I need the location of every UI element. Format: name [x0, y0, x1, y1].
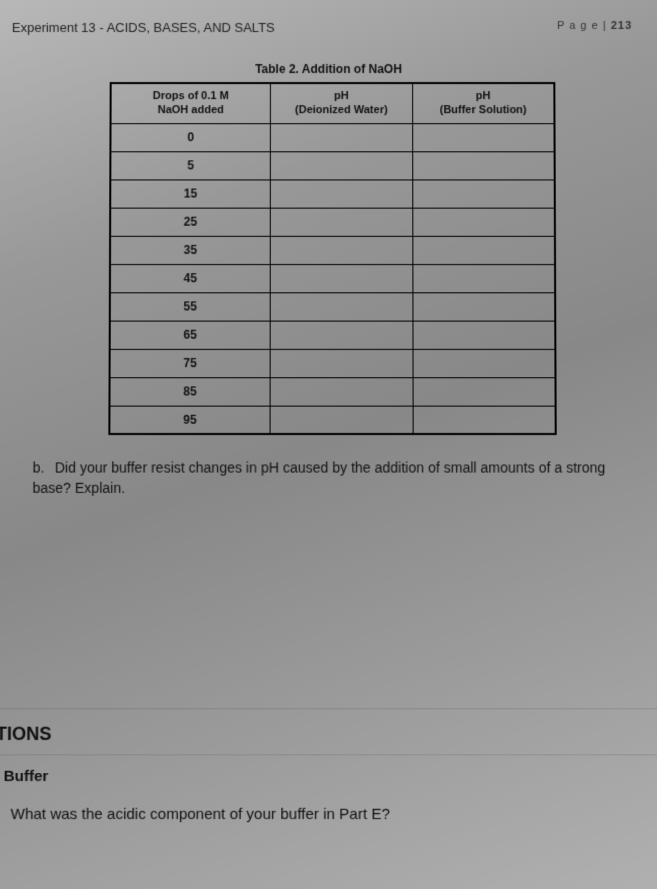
col1-line1: Drops of 0.1 M: [153, 90, 229, 102]
col2-line2: (Deionized Water): [295, 104, 388, 116]
cell-drops: 55: [110, 292, 270, 320]
cell-buf: [413, 349, 556, 377]
cell-buf: [413, 292, 556, 320]
cell-buf: [413, 406, 556, 434]
cell-buf: [412, 151, 554, 179]
table-body: 0 5 15 25 35 45 55 65 75 85 95: [109, 123, 555, 434]
page-label: P a g e |: [557, 20, 611, 32]
cell-drops: 65: [110, 321, 270, 349]
cell-buf: [413, 236, 555, 264]
section-heading: TIONS: [0, 724, 52, 746]
cell-drops: 45: [110, 264, 270, 292]
cell-di: [270, 349, 413, 377]
table-row: 75: [110, 349, 556, 377]
table-row: 35: [110, 236, 555, 264]
cell-drops: 25: [110, 208, 270, 236]
table-row: 0: [110, 123, 554, 151]
cell-di: [270, 208, 412, 236]
cell-di: [270, 321, 413, 349]
col-header-buffer: pH (Buffer Solution): [412, 83, 554, 123]
cell-drops: 75: [110, 349, 271, 377]
table-row: 95: [109, 406, 555, 434]
cell-di: [270, 377, 413, 405]
cell-di: [270, 236, 412, 264]
page-num-value: 213: [611, 20, 632, 32]
cell-di: [270, 406, 413, 434]
cell-drops: 0: [110, 123, 270, 151]
cell-di: [270, 151, 412, 179]
table-row: 15: [110, 179, 555, 207]
table-row: 45: [110, 264, 555, 292]
cell-drops: 35: [110, 236, 270, 264]
cell-drops: 95: [109, 406, 270, 434]
naoh-table: Drops of 0.1 M NaOH added pH (Deionized …: [108, 82, 556, 435]
divider-line: [0, 708, 657, 709]
page-header: Experiment 13 - ACIDS, BASES, AND SALTS …: [12, 20, 632, 35]
table-row: 5: [110, 151, 554, 179]
table-row: 55: [110, 292, 555, 320]
section-question: What was the acidic component of your bu…: [10, 806, 389, 823]
cell-drops: 85: [109, 377, 270, 405]
col-header-drops: Drops of 0.1 M NaOH added: [111, 83, 271, 123]
col-header-deionized: pH (Deionized Water): [270, 83, 412, 123]
cell-drops: 5: [110, 151, 270, 179]
cell-buf: [413, 264, 556, 292]
cell-di: [270, 179, 412, 207]
table-row: 25: [110, 208, 555, 236]
experiment-title: Experiment 13 - ACIDS, BASES, AND SALTS: [12, 20, 275, 35]
col2-line1: pH: [334, 90, 349, 102]
cell-di: [270, 123, 412, 151]
section-subheading: Buffer: [4, 768, 49, 785]
page-number: P a g e | 213: [557, 20, 632, 32]
worksheet-page: Experiment 13 - ACIDS, BASES, AND SALTS …: [0, 0, 657, 889]
cell-di: [270, 292, 413, 320]
question-b-letter: b.: [33, 458, 55, 478]
col1-line2: NaOH added: [158, 104, 224, 116]
cell-buf: [412, 179, 554, 207]
divider-line: [0, 754, 657, 755]
cell-buf: [413, 377, 556, 405]
col3-line2: (Buffer Solution): [440, 104, 527, 116]
table-title: Table 2. Addition of NaOH: [255, 62, 402, 76]
cell-drops: 15: [110, 179, 270, 207]
cell-di: [270, 264, 412, 292]
question-b-text: Did your buffer resist changes in pH cau…: [32, 459, 605, 495]
col3-line1: pH: [476, 90, 491, 102]
table-row: 65: [110, 321, 556, 349]
cell-buf: [413, 208, 555, 236]
question-b: b.Did your buffer resist changes in pH c…: [32, 458, 644, 498]
table-header-row: Drops of 0.1 M NaOH added pH (Deionized …: [111, 83, 555, 123]
cell-buf: [413, 321, 556, 349]
cell-buf: [412, 123, 554, 151]
table-row: 85: [109, 377, 555, 405]
